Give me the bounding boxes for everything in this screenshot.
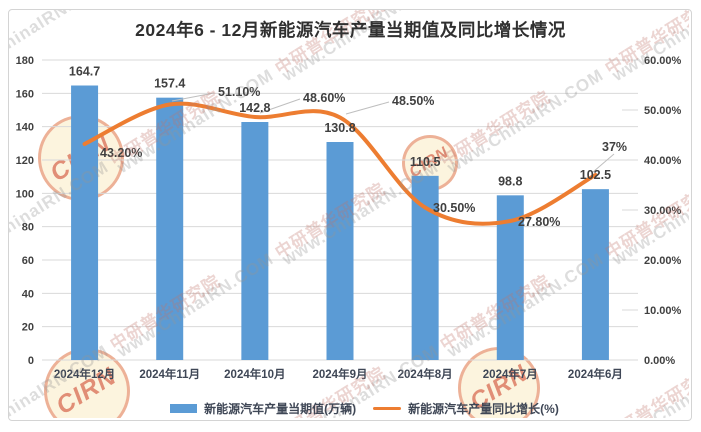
bar-value-label: 157.4 [154,77,185,91]
legend-bar-swatch [170,404,198,413]
bar [326,142,354,360]
left-axis-label: 180 [16,55,34,67]
leader-line [171,92,215,102]
left-axis-label: 80 [22,222,34,234]
bar-value-label: 110.5 [410,155,441,169]
line-value-label: 30.50% [433,201,475,215]
line-series [82,101,598,226]
category-label: 2024年10月 [224,367,285,381]
category-label: 2024年8月 [398,367,453,381]
right-axis-label: 40.00% [644,155,682,167]
category-label: 2024年6月 [568,367,623,381]
legend-line-swatch [373,406,402,411]
line-value-label: 48.60% [303,91,345,105]
chart-legend: 新能源汽车产量当期值(万辆) 新能源汽车产量同比增长(%) [14,400,701,417]
bar-value-label: 164.7 [69,65,100,79]
category-label: 2024年11月 [139,367,200,381]
line-value-label: 51.10% [218,85,260,99]
left-axis-label: 120 [16,155,34,167]
left-axis-label: 0 [28,355,34,367]
bar-value-label: 98.8 [498,174,522,188]
line-value-label: 27.80% [518,215,560,229]
right-axis-label: 0.00% [644,355,675,367]
left-axis-label: 160 [16,88,34,100]
line-value-label: 48.50% [392,94,434,108]
bar-value-label: 142.8 [239,101,270,115]
leader-line [592,153,615,173]
left-axis-label: 100 [16,188,34,200]
chart-title: 2024年6 - 12月新能源汽车产量当期值及同比增长情况 [135,20,566,40]
left-axis-label: 60 [22,255,34,267]
right-axis-label: 60.00% [644,55,682,67]
category-label: 2024年7月 [483,367,538,381]
bar [71,85,99,360]
line-value-label: 43.20% [100,146,142,160]
line-value-label: 37% [602,140,627,154]
bar [581,189,609,360]
right-axis-label: 20.00% [644,255,682,267]
bar [156,97,184,361]
left-axis-label: 140 [16,122,34,134]
bar-value-label: 102.5 [580,168,611,182]
legend-line-label: 新能源汽车产量同比增长(%) [408,402,559,416]
bar [241,122,269,360]
right-axis-label: 30.00% [644,205,682,217]
right-axis-label: 50.00% [644,105,682,117]
category-label: 2024年9月 [313,367,368,381]
leader-line [259,98,301,114]
leader-line [345,101,390,115]
right-axis-label: 10.00% [644,305,682,317]
left-axis-label: 40 [22,288,34,300]
legend-bar-label: 新能源汽车产量当期值(万辆) [204,402,357,416]
bar-value-label: 130.8 [324,121,355,135]
category-label: 2024年12月 [54,367,115,381]
left-axis-label: 20 [22,322,34,334]
